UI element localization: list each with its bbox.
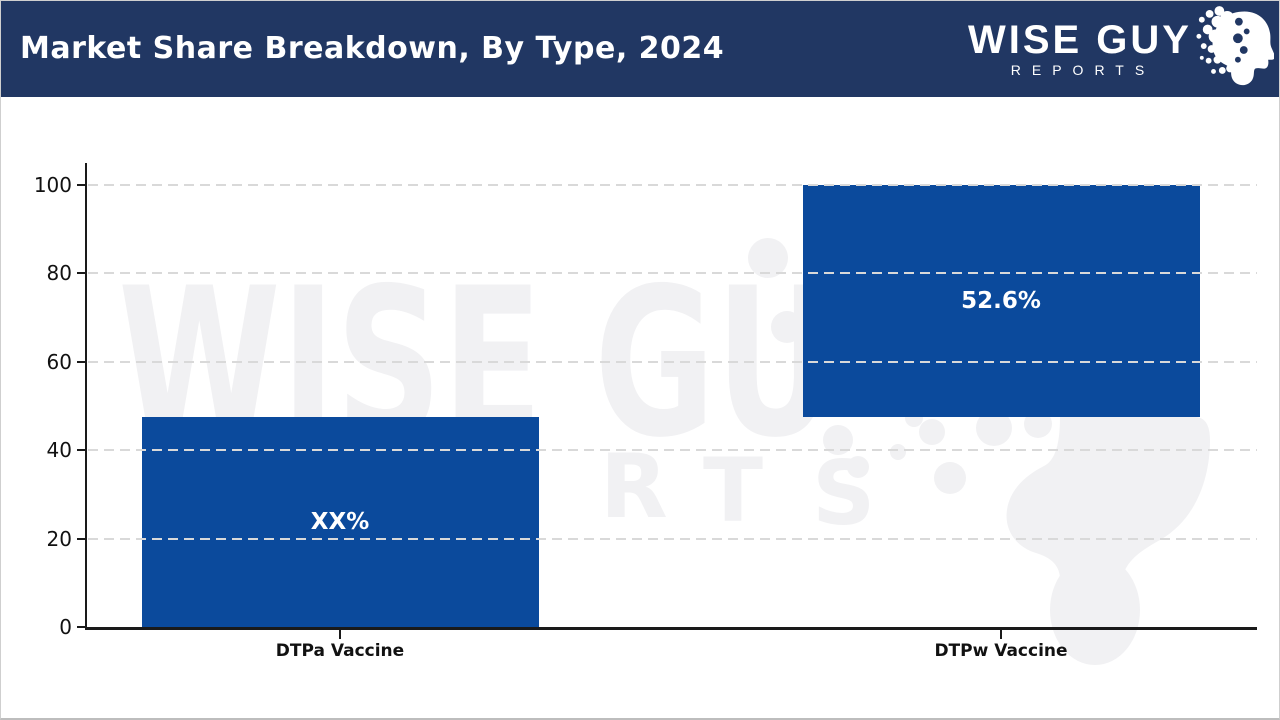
- x-tick: [339, 630, 341, 639]
- brand-subtext: REPORTS: [1010, 61, 1156, 78]
- gridline: [88, 184, 1257, 186]
- x-axis-line: [85, 627, 1257, 630]
- watermark-dot: [890, 444, 906, 460]
- x-category-label: DTPw Vaccine: [934, 641, 1068, 661]
- x-tick: [1000, 630, 1002, 639]
- y-tick-label: 80: [46, 261, 72, 285]
- watermark-head-blob: [1006, 417, 1210, 628]
- gridline: [88, 361, 1257, 363]
- page-title: Market Share Breakdown, By Type, 2024: [20, 31, 725, 66]
- bar-value-label: XX%: [310, 509, 370, 536]
- watermark-dot: [976, 410, 1012, 446]
- y-tick: [77, 626, 87, 628]
- watermark-neck-blob: [1050, 555, 1140, 665]
- y-tick-label: 20: [46, 527, 72, 551]
- brand-logo: WISE GUY REPORTS: [968, 0, 1274, 97]
- watermark-dot: [919, 419, 945, 445]
- brand-wordmark: WISE GUY: [967, 17, 1192, 62]
- y-axis-line: [85, 163, 87, 629]
- header-bar: Market Share Breakdown, By Type, 2024 WI…: [0, 0, 1280, 97]
- watermark-dot: [771, 311, 803, 343]
- y-tick: [77, 449, 87, 451]
- bar: 52.6%: [802, 185, 1200, 418]
- y-tick-label: 60: [46, 350, 72, 374]
- y-tick: [77, 361, 87, 363]
- watermark-dot: [823, 425, 853, 455]
- x-category-label: DTPa Vaccine: [275, 641, 405, 661]
- watermark-dot: [748, 238, 788, 278]
- watermark-letter: R: [600, 435, 668, 538]
- gridline: [88, 538, 1257, 540]
- watermark-dot: [934, 462, 966, 494]
- gridline: [88, 449, 1257, 451]
- y-tick: [77, 538, 87, 540]
- bar: XX%: [141, 417, 539, 627]
- wiseguy-head-icon: [1196, 5, 1274, 85]
- y-tick-label: 0: [59, 615, 72, 639]
- y-tick-label: 40: [46, 438, 72, 462]
- bar-value-label: 52.6%: [961, 288, 1041, 315]
- y-tick: [77, 184, 87, 186]
- watermark-dot: [847, 456, 869, 478]
- y-tick-label: 100: [33, 173, 72, 197]
- gridline: [88, 272, 1257, 274]
- y-tick: [77, 272, 87, 274]
